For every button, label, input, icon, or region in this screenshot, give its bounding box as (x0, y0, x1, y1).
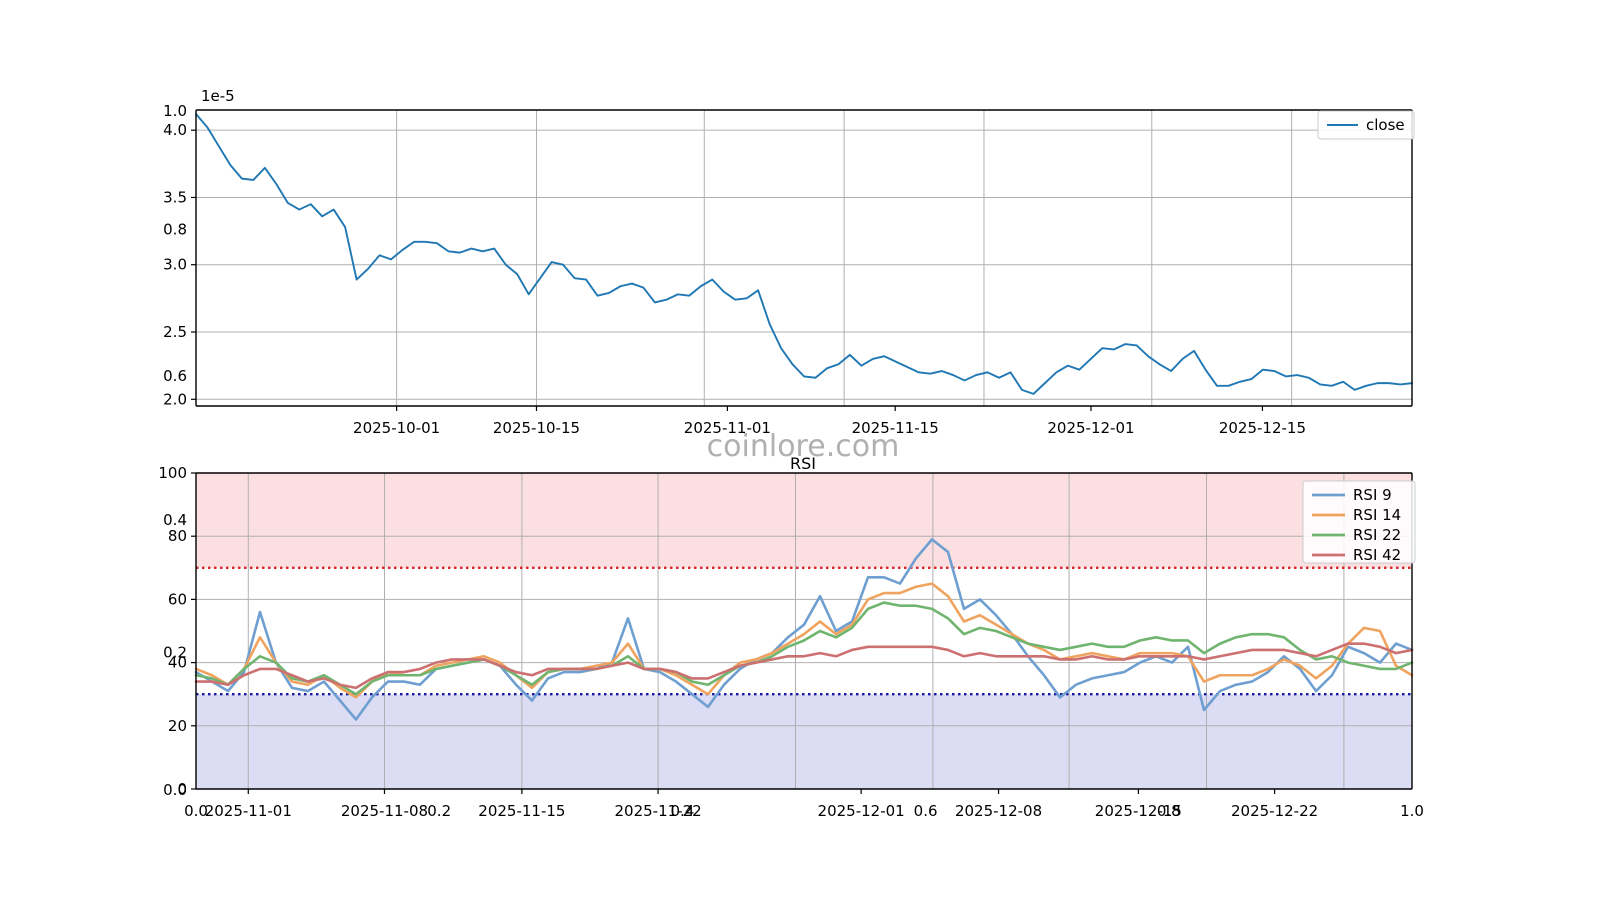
rsi-xtick-label-overlay: 0.4 (670, 802, 694, 820)
rsi-xtick-label: 2025-12-08 (955, 802, 1042, 820)
price-legend-box[interactable] (1317, 110, 1415, 140)
price-ytick-label: 2.0 (163, 390, 187, 408)
rsi-xtick-label: 2025-11-01 (205, 802, 292, 820)
rsi-overbought-band (196, 473, 1412, 568)
rsi-xtick-label: 2025-12-22 (1231, 802, 1318, 820)
rsi-ytick-label-overlay: 0.4 (163, 511, 187, 529)
rsi-legend-label-0: RSI 9 (1353, 486, 1392, 504)
price-y-offset-label: 1e-5 (201, 87, 235, 105)
rsi-series-line-3 (194, 642, 1414, 690)
price-xtick-label: 2025-12-15 (1219, 419, 1306, 437)
rsi-xtick-label: 2025-11-22 (614, 802, 701, 820)
price-ytick-label: 3.5 (163, 188, 187, 206)
price-xtick-label: 2025-11-15 (852, 419, 939, 437)
price-panel: 4.0 3.5 3.0 2.5 2.0 1e-5 1.0 0.8 0.6 2025-10-01 20… (163, 87, 1415, 437)
rsi-ytick-label: 80 (168, 527, 187, 545)
rsi-xtick-label-overlay: 0.0 (184, 802, 208, 820)
rsi-ytick-label: 60 (168, 590, 187, 608)
rsi-ytick-label-overlay: 0.0 (163, 781, 187, 799)
rsi-xtick-label-overlay: 0.2 (427, 802, 451, 820)
price-close-line (195, 113, 1413, 395)
price-ytick-label: 4.0 (163, 121, 187, 139)
price-xtick-label: 2025-11-01 (684, 419, 771, 437)
rsi-legend-label-2: RSI 22 (1353, 526, 1401, 544)
rsi-ytick-label: 0 (177, 780, 187, 798)
rsi-xtick-label-overlay: 1.0 (1400, 802, 1424, 820)
rsi-legend-label-3: RSI 42 (1353, 546, 1401, 564)
price-legend-label: close (1366, 116, 1405, 134)
rsi-ytick-label-overlay: 0.2 (163, 644, 187, 662)
rsi-oversold-band (196, 694, 1412, 789)
rsi-ytick-label: 100 (158, 464, 187, 482)
price-ytick-label-overlay: 0.6 (163, 367, 187, 385)
rsi-series-line-2 (194, 601, 1414, 696)
rsi-xtick-label: 2025-12-15 (1095, 802, 1182, 820)
price-xtick-label: 2025-12-01 (1047, 419, 1134, 437)
watermark-text: coinlore.com (707, 429, 900, 464)
rsi-series-line-0 (194, 538, 1414, 721)
price-xtick-label: 2025-10-15 (493, 419, 580, 437)
rsi-legend-label-1: RSI 14 (1353, 506, 1401, 524)
price-ytick-label: 3.0 (163, 256, 187, 274)
rsi-panel-title: RSI (790, 454, 816, 473)
price-ytick-label: 2.5 (163, 323, 187, 341)
price-ytick-label-overlay: 1.0 (163, 102, 187, 120)
rsi-ytick-label: 40 (168, 654, 187, 672)
rsi-xtick-label: 2025-11-15 (478, 802, 565, 820)
rsi-legend-box[interactable] (1302, 480, 1416, 564)
rsi-ytick-label: 20 (168, 717, 187, 735)
rsi-xtick-label-overlay: 0.8 (1157, 802, 1181, 820)
rsi-xtick-label-overlay: 0.6 (914, 802, 938, 820)
price-xtick-label: 2025-10-01 (353, 419, 440, 437)
rsi-xtick-label: 2025-12-01 (818, 802, 905, 820)
price-ytick-label-overlay: 0.8 (163, 220, 187, 238)
rsi-xtick-label: 2025-11-08 (341, 802, 428, 820)
